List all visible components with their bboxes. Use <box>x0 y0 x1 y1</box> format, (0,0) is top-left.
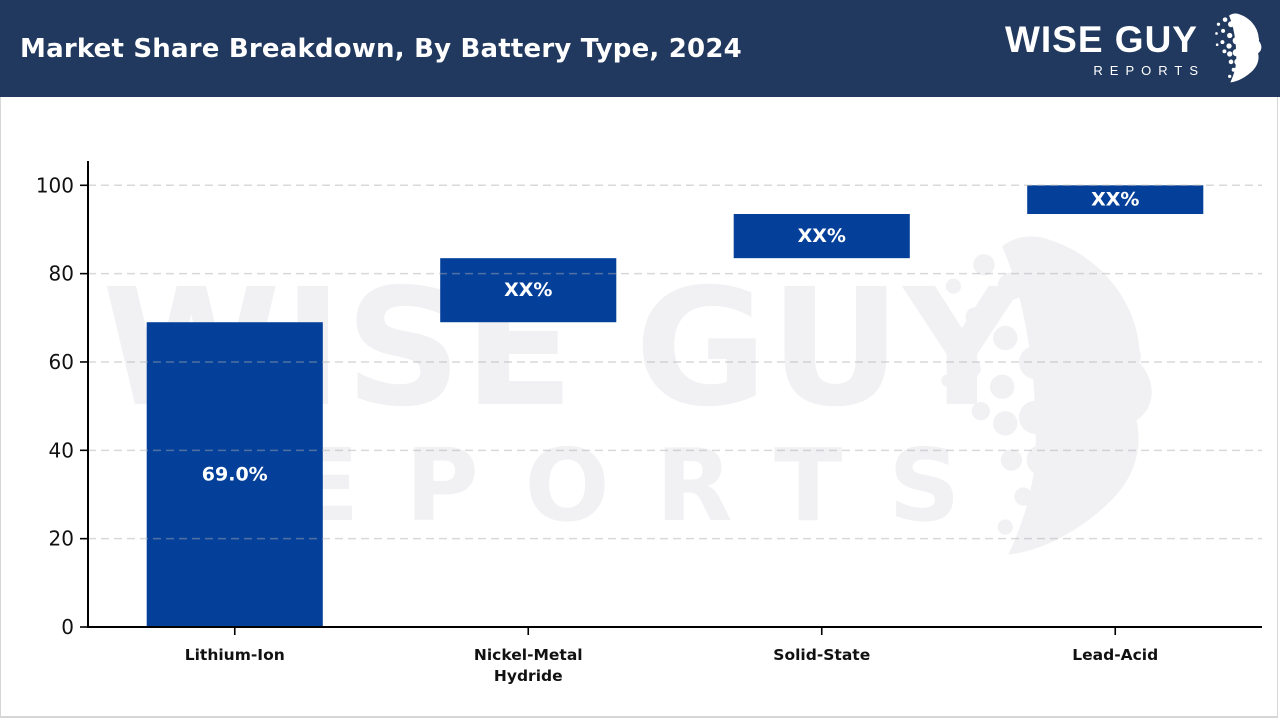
y-tick-label: 40 <box>49 438 74 462</box>
logo: WISE GUY REPORTS <box>1005 10 1266 88</box>
y-tick-label: 0 <box>61 615 74 639</box>
x-category-label: Solid-State <box>773 646 870 664</box>
y-tick-label: 100 <box>36 173 74 197</box>
y-tick-label: 80 <box>49 262 74 286</box>
x-category-label: Hydride <box>494 667 563 685</box>
bar-segment <box>1027 185 1204 215</box>
logo-wiseguy-text: WISE GUY <box>1004 18 1198 60</box>
x-category-label: Lithium-Ion <box>185 646 285 664</box>
bar-value-label: XX% <box>1091 189 1139 211</box>
bar-value-label: XX% <box>798 225 846 247</box>
bar-segment <box>733 214 910 259</box>
waterfall-chart: 69.0% Lithium-Ion XX% Nickel-Metal Hydride XX… <box>36 161 1262 685</box>
logo-reports-text: REPORTS <box>1093 62 1205 78</box>
page-title: Market Share Breakdown, By Battery Type,… <box>20 33 742 64</box>
logo-face-icon <box>1215 12 1262 82</box>
y-tick-label: 60 <box>49 350 74 374</box>
y-tick-label: 20 <box>49 527 74 551</box>
header-bar: Market Share Breakdown, By Battery Type,… <box>0 0 1280 97</box>
bar-segment <box>440 258 617 323</box>
x-category-label: Nickel-Metal <box>474 646 583 664</box>
bar-segment <box>146 322 323 627</box>
logo-text: WISE GUY REPORTS <box>1005 21 1198 77</box>
bar-value-label: 69.0% <box>202 464 268 486</box>
x-category-label: Lead-Acid <box>1072 646 1158 664</box>
bar-value-label: XX% <box>504 279 552 301</box>
